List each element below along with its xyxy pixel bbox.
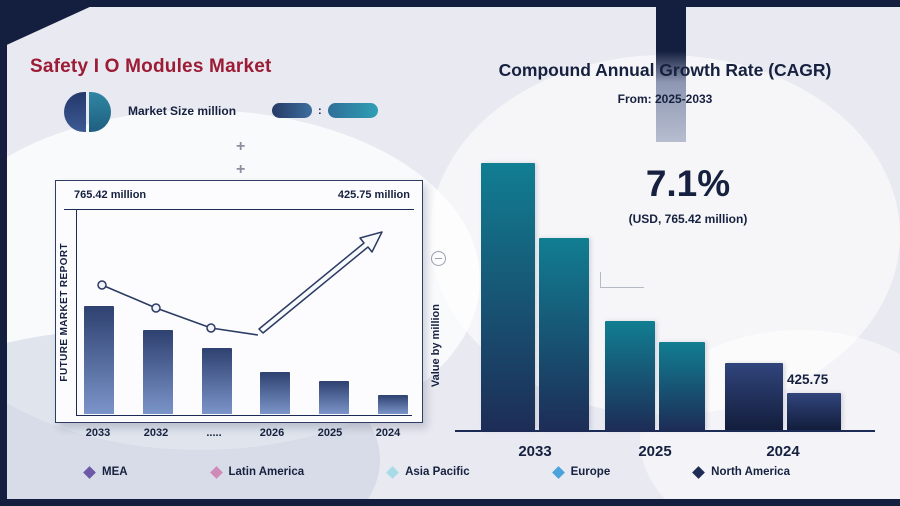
left-chart-bars — [82, 244, 410, 414]
step-line-decor — [600, 272, 644, 288]
right-y-axis-title: Value by million — [430, 304, 442, 388]
legend-label: Europe — [570, 466, 611, 478]
page-title: Safety I O Modules Market — [30, 56, 272, 77]
legend-diamond-icon — [551, 465, 565, 479]
right-bar — [659, 342, 705, 430]
chart-annotation-start: 765.42 million — [74, 189, 147, 201]
legend-item: Europe — [551, 465, 611, 479]
y-axis-title: FUTURE MARKET REPORT — [59, 243, 70, 382]
cagr-title: Compound Annual Growth Rate (CAGR) — [498, 60, 832, 80]
left-x-label: 2024 — [375, 427, 401, 439]
legend-item: North America — [692, 465, 790, 479]
legend-diamond-icon — [83, 465, 96, 479]
legend-item: Asia Pacific — [386, 465, 470, 479]
right-x-label: 2024 — [766, 443, 800, 460]
value-annotation: 425.75 — [787, 372, 829, 387]
left-bar-cell — [82, 306, 116, 414]
circle-minus-decor-icon — [431, 251, 446, 266]
legend-label: North America — [711, 466, 790, 478]
plus-decor-icon: + — [236, 138, 246, 155]
bottom-border-bar — [0, 499, 900, 506]
gradient-pill-icon — [272, 103, 312, 118]
left-border-bar — [0, 0, 7, 506]
left-bar-cell — [317, 381, 351, 414]
legend-item: Latin America — [209, 465, 305, 479]
x-axis-line — [76, 415, 412, 416]
legend-diamond-icon — [209, 465, 223, 479]
ribbon-decor — [656, 0, 686, 142]
gradient-pill-icon — [327, 103, 378, 118]
right-bar — [605, 321, 655, 430]
legend-diamond-icon — [692, 465, 706, 479]
legend: MEA Latin America Asia Pacific Europe North … — [83, 465, 790, 479]
right-x-label: 2033 — [518, 443, 552, 460]
top-border-bar — [0, 0, 900, 7]
right-x-axis-line — [455, 430, 875, 432]
cagr-note: (USD, 765.42 million) — [628, 212, 748, 226]
legend-diamond-icon — [386, 465, 399, 479]
left-x-label: ..... — [206, 427, 222, 439]
right-chart-bars: 2033 2025 2024 — [455, 150, 875, 460]
left-x-label: 2026 — [259, 427, 285, 439]
legend-label: Latin America — [228, 466, 305, 478]
left-bar — [319, 381, 350, 414]
legend-item: MEA — [83, 465, 128, 479]
plus-decor-icon: + — [236, 161, 246, 178]
y-axis-line — [76, 209, 77, 416]
left-x-label: 2032 — [143, 427, 169, 439]
pie-icon — [64, 92, 111, 132]
chart-top-rule — [64, 209, 414, 210]
left-bar — [142, 330, 173, 414]
pie-icon-right-half — [89, 92, 111, 132]
chart-annotation-end: 425.75 million — [337, 189, 410, 201]
pill-separator: : — [318, 104, 322, 117]
cagr-subtitle: From: 2025-2033 — [617, 92, 713, 106]
right-bar — [539, 238, 589, 430]
left-bar-cell — [141, 330, 175, 414]
right-bar — [725, 363, 783, 430]
left-bar-cell — [200, 348, 234, 414]
corner-triangle-decor — [0, 0, 105, 48]
market-size-chart: 765.42 million 425.75 million FUTURE MAR… — [55, 180, 423, 423]
cagr-chart: 2033 2025 2024 425.75 — [455, 150, 875, 460]
left-x-labels: 2033 2032..... 2026 2025 2024 — [81, 427, 405, 439]
left-x-label: 2033 — [85, 427, 111, 439]
left-bar — [260, 372, 291, 414]
market-size-label: Market Size million — [128, 104, 237, 118]
left-bar — [84, 306, 114, 414]
right-bar — [481, 163, 535, 430]
right-bar — [787, 393, 841, 430]
pie-icon-left-half — [64, 92, 86, 132]
legend-label: MEA — [102, 466, 128, 478]
gradient-pills-decor: : — [272, 103, 378, 118]
left-bar-cell — [376, 395, 410, 414]
right-x-label: 2025 — [638, 443, 672, 460]
left-bar — [201, 348, 232, 414]
left-bar-cell — [258, 372, 292, 414]
left-bar — [377, 395, 408, 414]
cagr-value: 7.1% — [645, 163, 731, 204]
legend-label: Asia Pacific — [405, 466, 470, 478]
left-x-label: 2025 — [317, 427, 343, 439]
